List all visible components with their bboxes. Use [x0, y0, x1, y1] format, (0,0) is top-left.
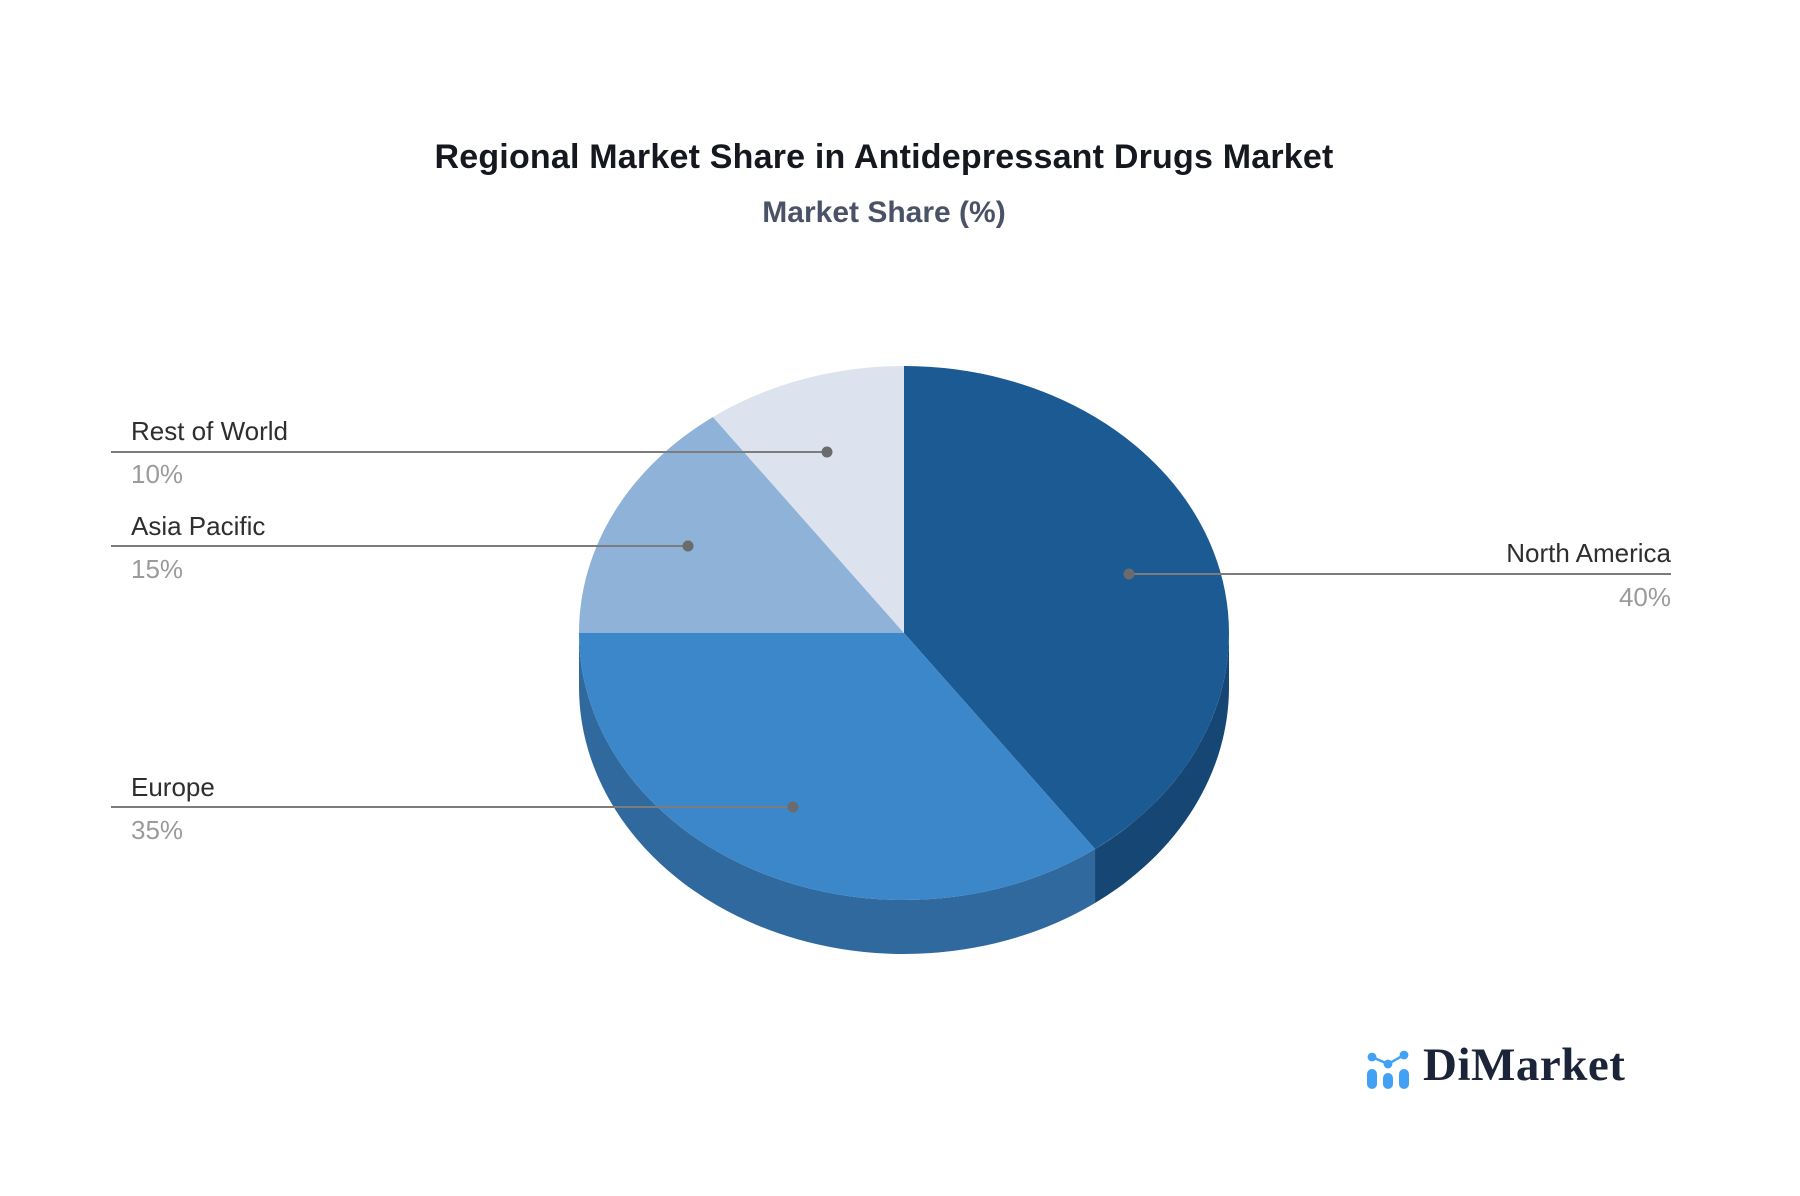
value-north-america: 40% [1618, 582, 1671, 612]
chart-subtitle: Market Share (%) [762, 196, 1006, 229]
chart-title: Regional Market Share in Antidepressant … [434, 138, 1334, 176]
label-rest-of-world: Rest of World [131, 416, 289, 446]
label-europe: Europe [131, 772, 215, 802]
label-asia-pacific: Asia Pacific [131, 511, 266, 541]
brand-bars-icon [1367, 1050, 1409, 1089]
connector-dot-rest-of-world [821, 446, 833, 458]
pie-slice-side-north-america [1095, 633, 1229, 904]
brand-name: DiMarket [1423, 1039, 1626, 1091]
connector-dot-europe [787, 801, 799, 813]
connector-dot-north-america [1123, 568, 1135, 580]
pie-slice-north-america[interactable] [904, 366, 1229, 850]
value-europe: 35% [131, 815, 184, 845]
pie-slice-europe[interactable] [579, 633, 1096, 900]
value-asia-pacific: 15% [131, 554, 184, 584]
connector-dot-asia-pacific [682, 540, 694, 552]
pie-slice-side-europe [579, 633, 1096, 954]
label-north-america: North America [1506, 538, 1671, 568]
pie-slice-asia-pacific[interactable] [579, 416, 904, 633]
pie-slice-rest-of-world[interactable] [712, 366, 904, 633]
value-rest-of-world: 10% [131, 459, 184, 489]
brand-logo: DiMarket [1366, 1042, 1625, 1089]
